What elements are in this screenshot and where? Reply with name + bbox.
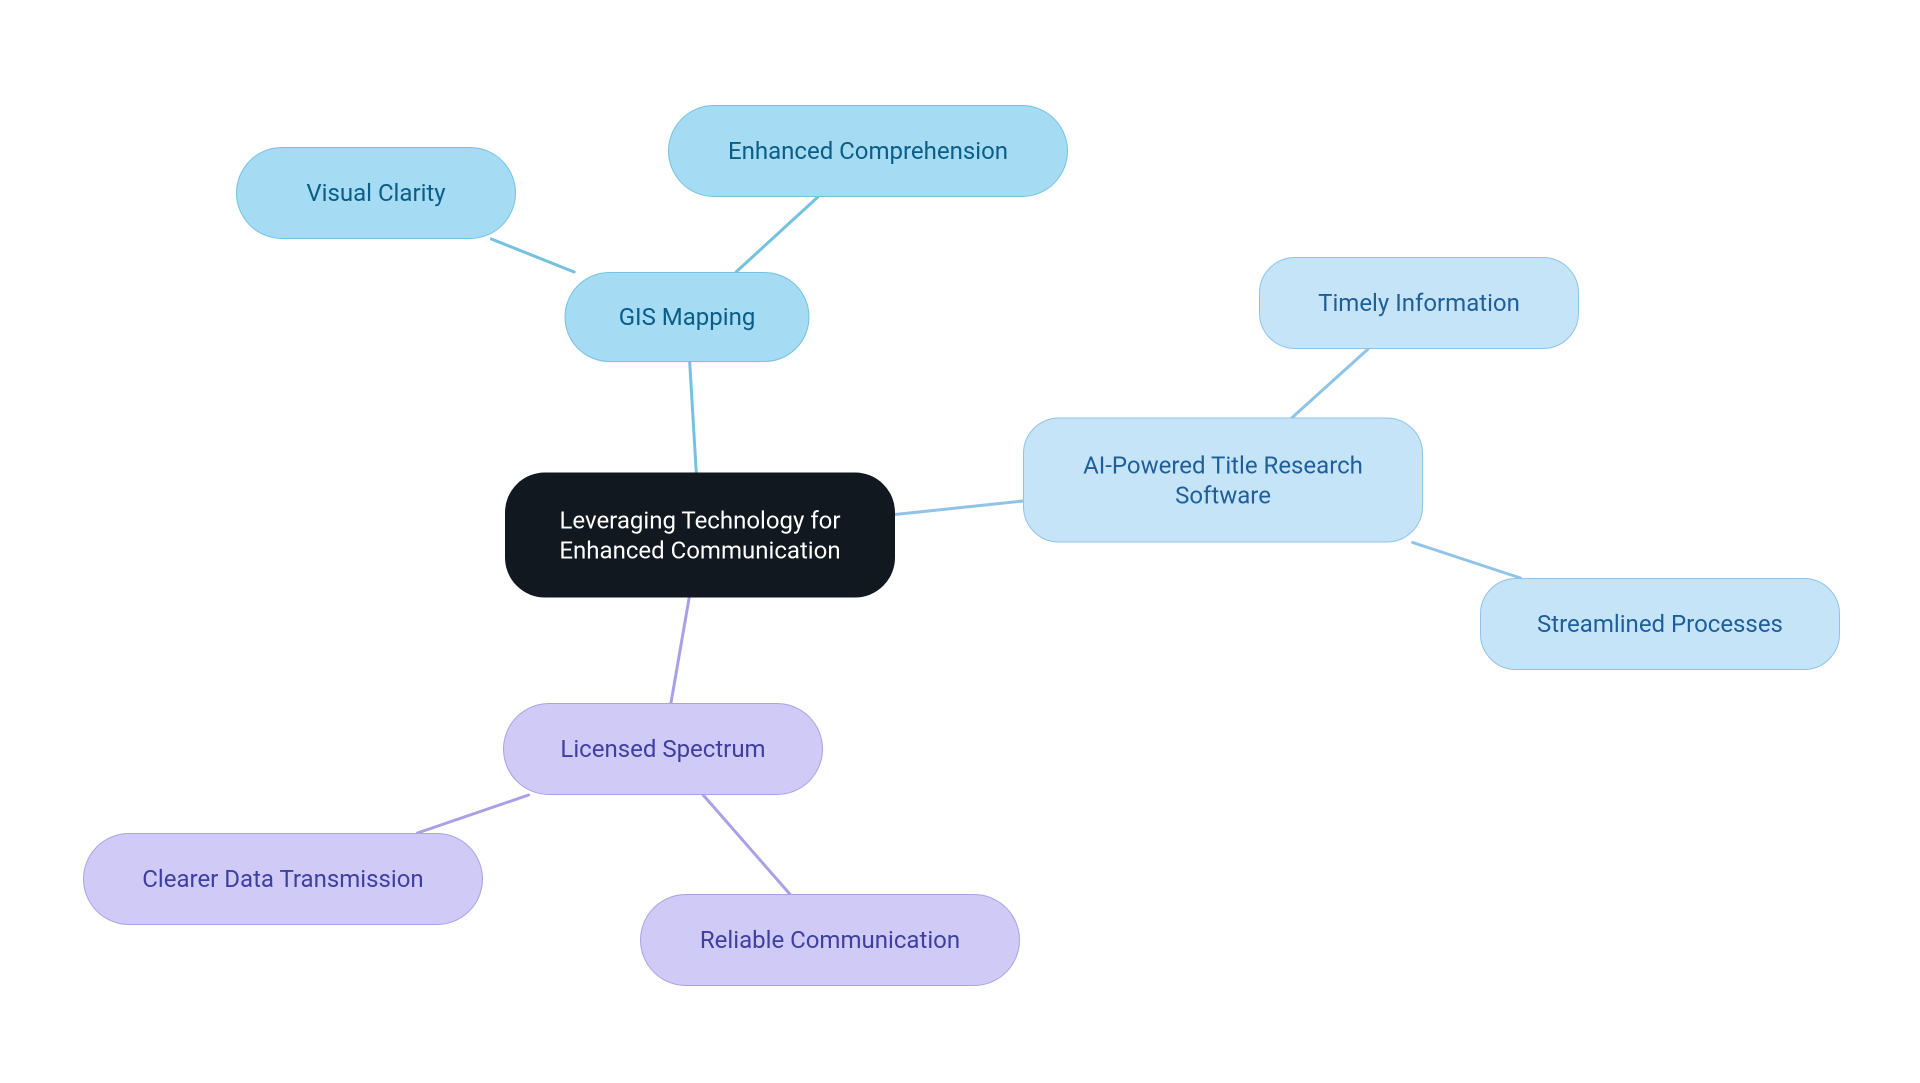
edge (417, 795, 528, 833)
edge (671, 598, 689, 704)
node-ai-software: AI-Powered Title ResearchSoftware (1023, 418, 1423, 543)
edge (703, 795, 790, 894)
node-enhanced-comprehension: Enhanced Comprehension (668, 105, 1068, 197)
edge (736, 197, 818, 272)
edge (895, 501, 1023, 514)
node-reliable-communication: Reliable Communication (640, 894, 1020, 986)
mindmap-canvas: Leveraging Technology forEnhanced Commun… (0, 0, 1920, 1083)
edge (690, 362, 697, 473)
node-visual-clarity: Visual Clarity (236, 147, 516, 239)
node-licensed-spectrum: Licensed Spectrum (503, 703, 823, 795)
node-clearer-data-transmission: Clearer Data Transmission (83, 833, 483, 925)
edge (1292, 349, 1368, 418)
node-gis-mapping: GIS Mapping (565, 272, 810, 362)
edge (491, 239, 574, 272)
node-streamlined-processes: Streamlined Processes (1480, 578, 1840, 670)
node-root: Leveraging Technology forEnhanced Commun… (505, 473, 895, 598)
edge (1413, 543, 1521, 579)
node-timely-information: Timely Information (1259, 257, 1579, 349)
